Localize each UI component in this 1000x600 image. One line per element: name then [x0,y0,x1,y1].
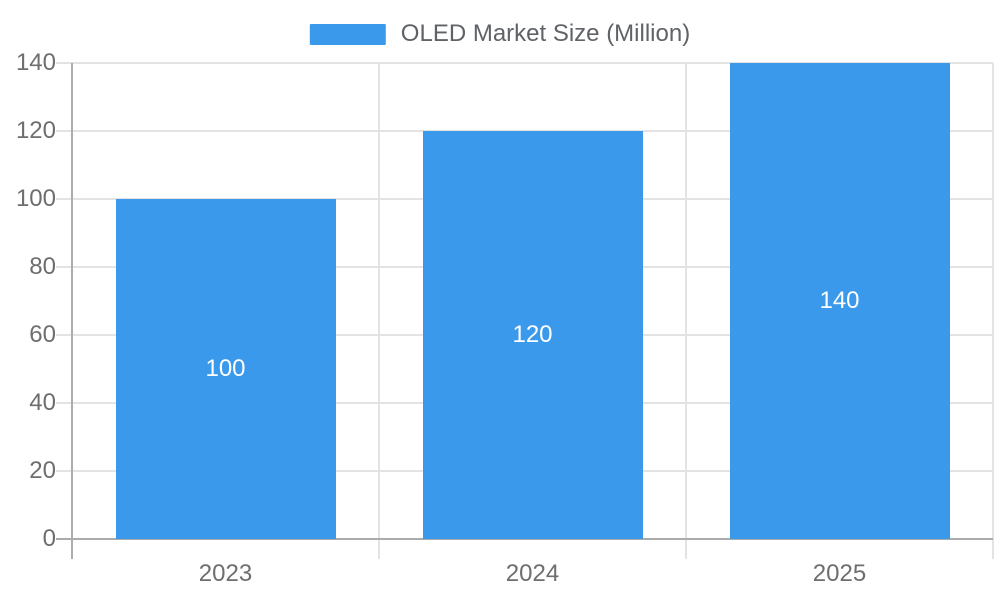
y-tick-label: 100 [15,185,56,212]
legend-label: OLED Market Size (Million) [400,20,691,47]
bar-2024[interactable] [422,131,643,539]
bar-value-label: 120 [512,321,553,348]
gridline-v [685,63,687,559]
x-tick-label: 2023 [198,560,253,587]
gridline-v [378,63,380,559]
gridline-h [56,62,993,64]
bar-value-label: 140 [819,287,860,314]
y-tick-label: 60 [29,321,56,348]
y-tick-label: 0 [42,525,56,552]
y-tick-label: 80 [29,253,56,280]
x-tick-label: 2024 [505,560,560,587]
bar-2025[interactable] [729,63,950,539]
legend[interactable]: OLED Market Size (Million) [309,20,691,48]
y-tick-label: 20 [29,457,56,484]
y-tick-label: 120 [15,117,56,144]
bar-2023[interactable] [115,199,336,539]
y-tick-label: 40 [29,389,56,416]
y-tick-label: 140 [15,49,56,76]
legend-swatch [309,23,386,45]
y-axis-line [71,63,73,559]
x-axis-line [56,538,993,540]
gridline-v [992,63,994,559]
x-tick-label: 2025 [812,560,867,587]
bar-value-label: 100 [205,355,246,382]
